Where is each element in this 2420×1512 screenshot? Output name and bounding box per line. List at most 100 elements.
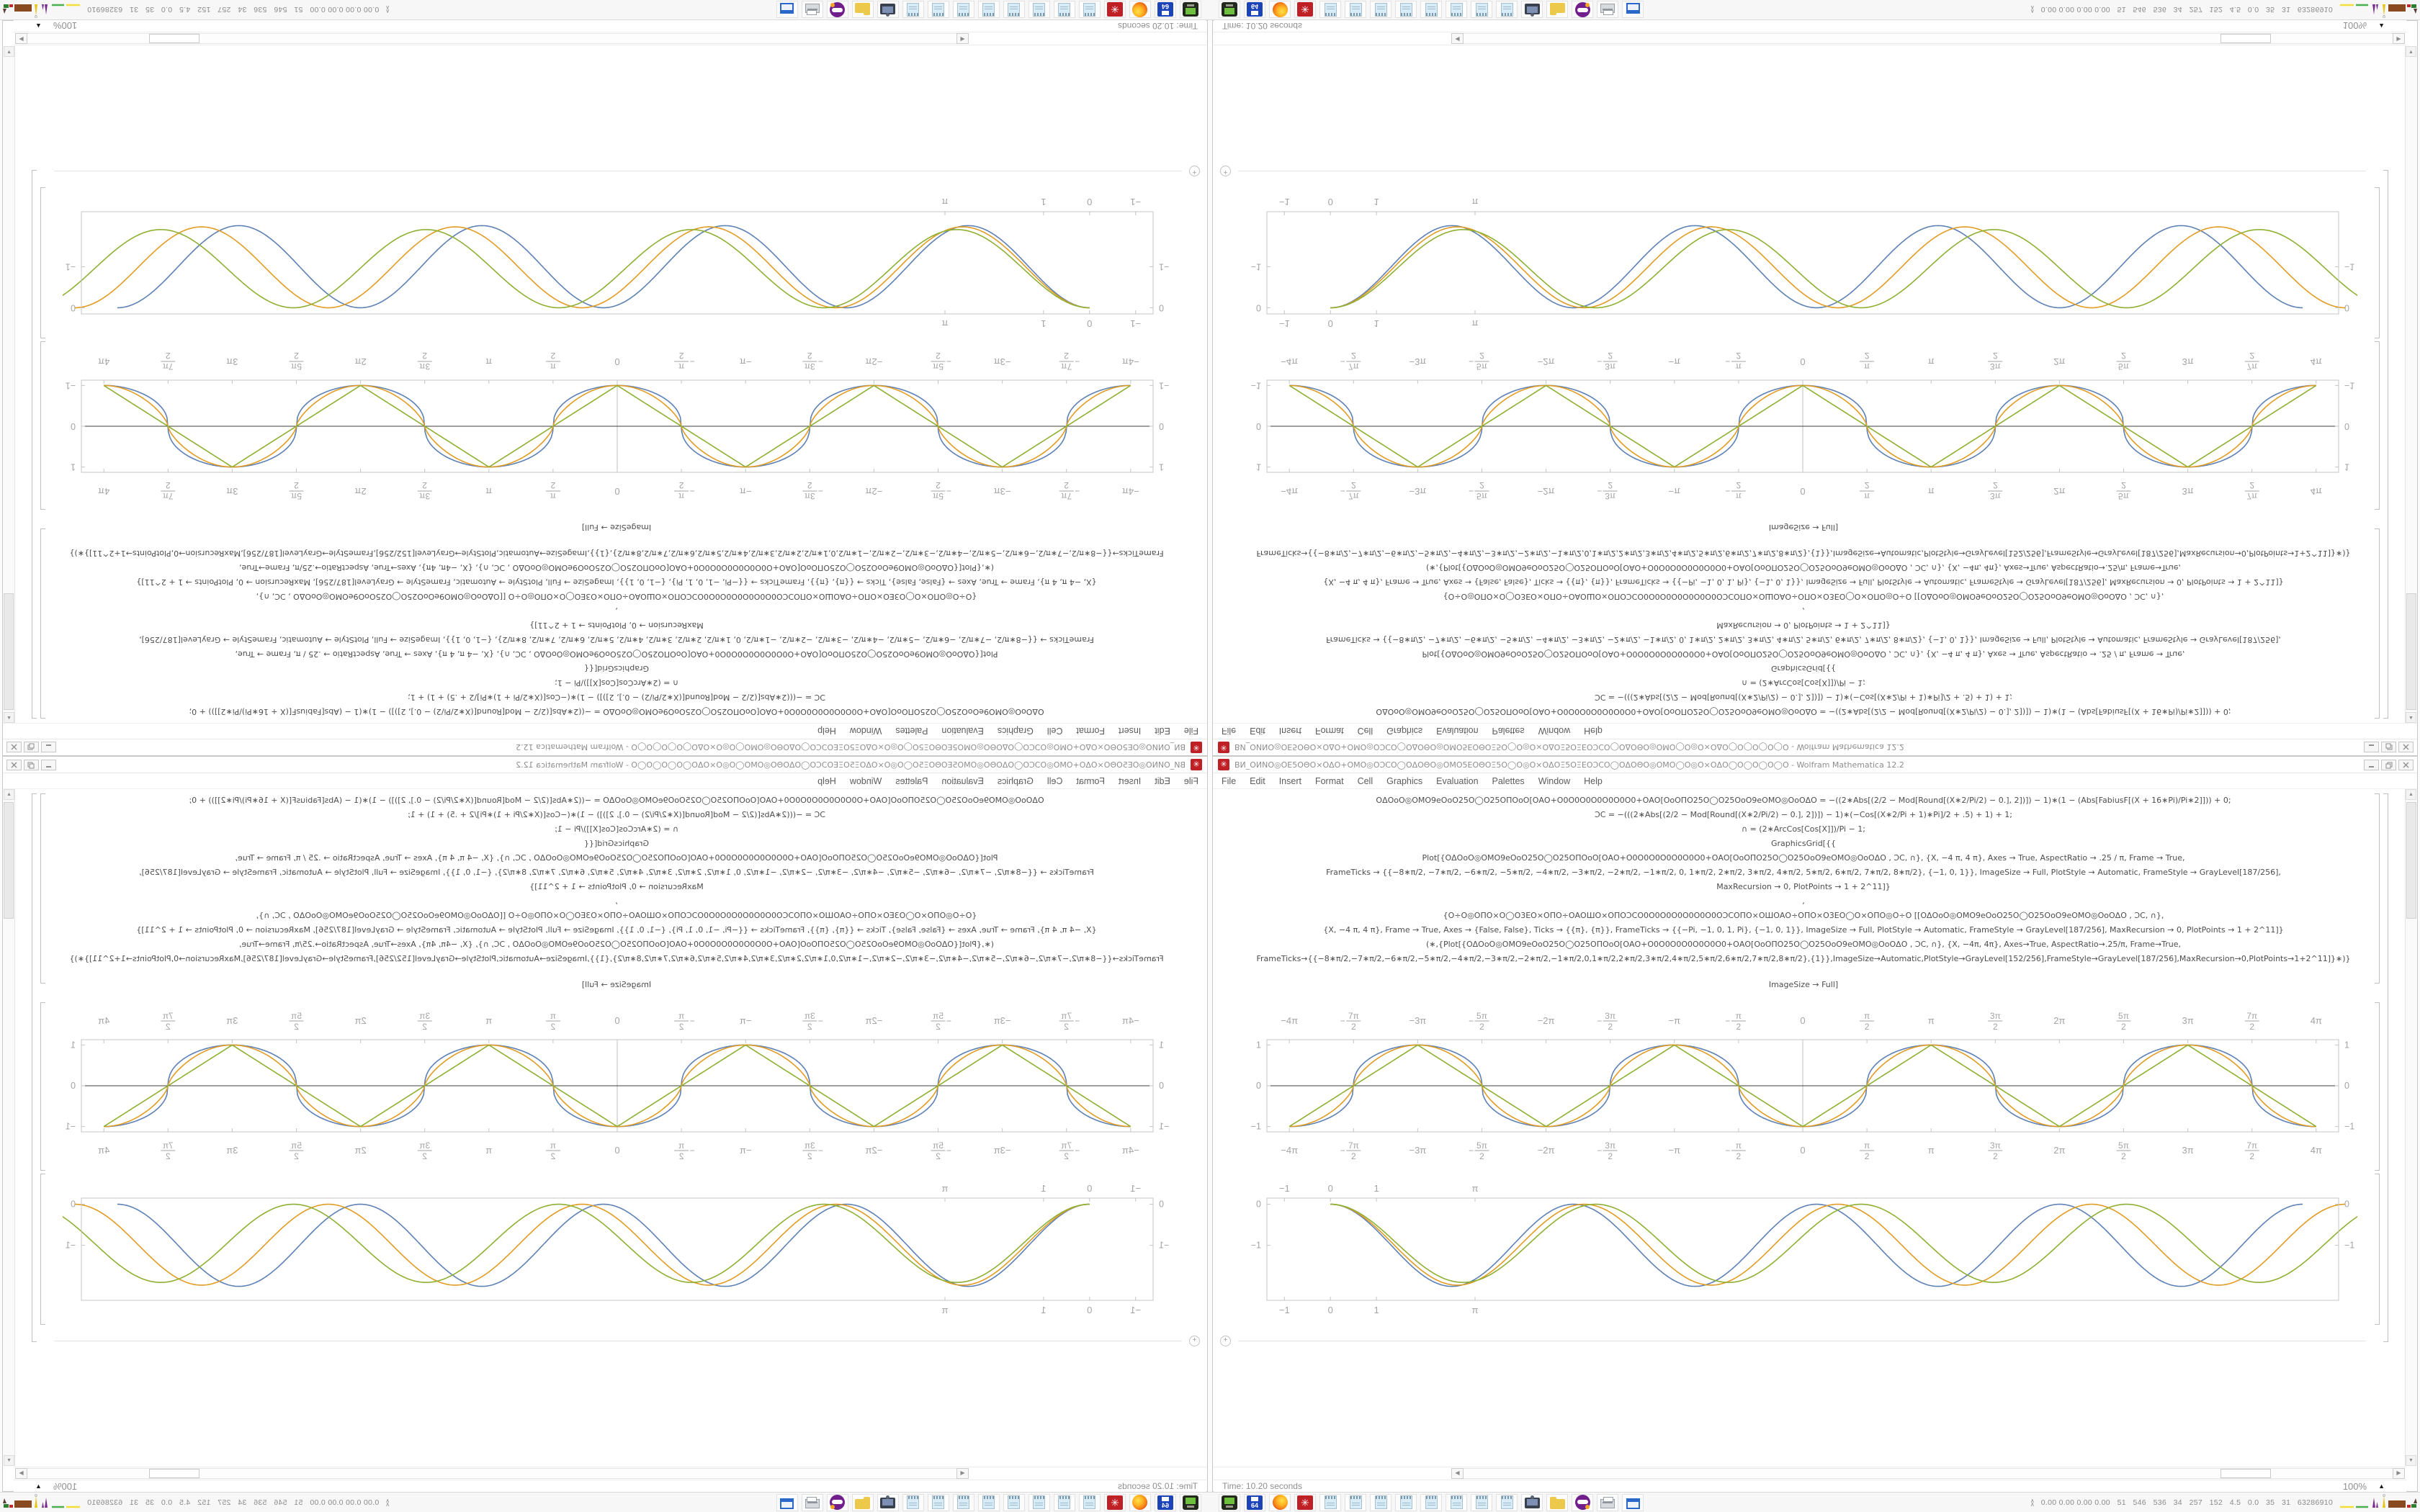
notepad-taskbar-button[interactable] [1319, 1, 1341, 19]
minimize-button[interactable] [2364, 759, 2379, 770]
printer-taskbar-button[interactable] [802, 1493, 823, 1511]
notepad-taskbar-button[interactable] [1003, 1, 1025, 19]
notepad-taskbar-button[interactable] [1028, 1, 1050, 19]
input-cell-code[interactable]: ΟΔΟοΟ◎ΟΜΟ9еΟοΟ25Ο◯Ο25ΟΠΟοΟ[ΟΑΟ+Ο0Ο0Ο0Ο0Ο… [27, 793, 1206, 992]
menu-evaluation[interactable]: Evaluation [1436, 726, 1479, 737]
cell-insert-plus-icon[interactable]: + [1189, 166, 1200, 176]
code-line[interactable]: (∗,{Plot[{ΟΔΟοΟ◎ΟΜΟ9еΟοΟ25Ο◯Ο25ΟΠΟοΟ[ΟΑΟ… [238, 940, 995, 949]
notepad-taskbar-button[interactable] [1446, 1493, 1467, 1511]
code-line[interactable]: Plot[{ΟΔΟοΟ◎ΟΜΟ9еΟοΟ25Ο◯Ο25ΟΠΟοΟ[ΟΑΟ+Ο0Ο… [235, 853, 998, 863]
computer-monitor-taskbar-button[interactable] [1521, 1, 1543, 19]
input-cell-code[interactable]: ΟΔΟοΟ◎ΟΜΟ9еΟοΟ25Ο◯Ο25ΟΠΟοΟ[ΟΑΟ+Ο0Ο0Ο0Ο0Ο… [1214, 793, 2393, 992]
app-window-taskbar-button[interactable] [776, 1, 798, 19]
cell-bracket-group[interactable] [32, 793, 37, 1342]
close-button[interactable] [6, 759, 22, 770]
code-line[interactable]: ΟΔΟοΟ◎ΟΜΟ9еΟοΟ25Ο◯Ο25ΟΠΟοΟ[ΟΑΟ+Ο0Ο0Ο0Ο0Ο… [1376, 796, 2231, 805]
cell-bracket-code[interactable] [40, 528, 45, 719]
menu-edit[interactable]: Edit [1250, 775, 1265, 786]
system-console-taskbar-button[interactable] [1180, 1, 1201, 19]
scroll-up-icon[interactable]: ▲ [4, 712, 14, 723]
code-line[interactable]: ΟΔΟοΟ◎ΟΜΟ9еΟοΟ25Ο◯Ο25ΟΠΟοΟ[ΟΑΟ+Ο0Ο0Ο0Ο0Ο… [189, 707, 1044, 716]
code-line[interactable]: , [1802, 896, 1805, 906]
code-line[interactable]: Plot[{ΟΔΟοΟ◎ΟΜΟ9еΟοΟ25Ο◯Ο25ΟΠΟοΟ[ΟΑΟ+Ο0Ο… [1422, 649, 2185, 659]
window-titlebar[interactable]: ✳ ΒИ_ΟИΝΟ◎ΟΕ5ΟΘΟ×ΟΔΟ+ΟΜΟ◎ΟƆСΟ◯ΟΔΟΘΟ◎ΟΜΟ5… [1213, 757, 2417, 773]
notepad-taskbar-button[interactable] [953, 1, 974, 19]
firefox-taskbar-button[interactable] [1269, 1493, 1291, 1511]
computer-monitor-taskbar-button[interactable] [1521, 1493, 1543, 1511]
menu-file[interactable]: File [1183, 775, 1198, 786]
scroll-up-icon[interactable]: ▲ [4, 789, 14, 800]
system-console-taskbar-button[interactable] [1219, 1, 1240, 19]
minimize-button[interactable] [2364, 742, 2379, 753]
mathematica-taskbar-button[interactable] [1104, 1, 1126, 19]
input-cell-code[interactable]: ΟΔΟοΟ◎ΟΜΟ9еΟοΟ25Ο◯Ο25ΟΠΟοΟ[ΟΑΟ+Ο0Ο0Ο0Ο0Ο… [27, 520, 1206, 719]
mathematica-taskbar-button[interactable] [1294, 1, 1316, 19]
notepad-taskbar-button[interactable] [1003, 1493, 1025, 1511]
code-line[interactable]: {X, −4 π, 4 π}, Frame → True, Axes → {Fa… [1323, 577, 2284, 587]
menu-insert[interactable]: Insert [1119, 775, 1142, 786]
menu-insert[interactable]: Insert [1278, 726, 1301, 737]
cell-bracket-plot-b[interactable] [2375, 187, 2380, 338]
code-line[interactable]: (∗,{Plot[{ΟΔΟοΟ◎ΟΜΟ9еΟοΟ25Ο◯Ο25ΟΠΟοΟ[ΟΑΟ… [1425, 563, 2182, 572]
code-line[interactable]: , [1802, 606, 1805, 616]
menu-window[interactable]: Window [849, 775, 882, 786]
cell-insert-plus-icon[interactable]: + [1220, 166, 1231, 176]
code-line[interactable]: ƆС = −(((2∗Abs[(2/2 − Mod[Round[(X∗2/Pi/… [1594, 693, 2013, 702]
magnification-control[interactable]: 100% ▲ [2343, 21, 2385, 32]
scroll-left-icon[interactable]: ◀ [1451, 33, 1464, 44]
code-line[interactable]: MaxRecursion → 0, PlotPoints → 1 + 2^11]… [1716, 882, 1891, 891]
code-line[interactable]: , [615, 896, 618, 906]
app-window-taskbar-button[interactable] [776, 1493, 798, 1511]
notepad-taskbar-button[interactable] [1471, 1, 1492, 19]
code-line[interactable]: {X, −4 π, 4 π}, Frame → True, Axes → {Fa… [136, 925, 1097, 935]
scroll-down-icon[interactable]: ▼ [2406, 1455, 2416, 1466]
menu-graphics[interactable]: Graphics [1386, 775, 1423, 786]
media-player-taskbar-button[interactable] [1572, 1, 1593, 19]
code-line[interactable]: ∩ = (2∗ArcCos[Cos[X]])/Pi − 1; [555, 824, 678, 834]
scroll-right-icon[interactable]: ▶ [15, 33, 27, 44]
cell-bracket-plot-b[interactable] [2375, 1174, 2380, 1325]
notepad-taskbar-button[interactable] [1345, 1, 1366, 19]
restore-button[interactable] [2381, 742, 2396, 753]
menu-graphics[interactable]: Graphics [997, 726, 1034, 737]
menu-cell[interactable]: Cell [1047, 775, 1063, 786]
code-line[interactable]: FrameTicks→{{−8∗π/2,−7∗π/2,−6∗π/2,−5∗π/2… [69, 954, 1164, 963]
notepad-taskbar-button[interactable] [1319, 1493, 1341, 1511]
close-button[interactable] [2398, 759, 2414, 770]
menu-evaluation[interactable]: Evaluation [941, 775, 984, 786]
window-titlebar[interactable]: ✳ ΒИ_ΟИΝΟ◎ΟΕ5ΟΘΟ×ΟΔΟ+ΟΜΟ◎ΟƆСΟ◯ΟΔΟΘΟ◎ΟΜΟ5… [3, 757, 1207, 773]
code-line[interactable]: , [615, 606, 618, 616]
vertical-scrollbar[interactable]: ▲ ▼ [4, 789, 15, 1466]
menu-window[interactable]: Window [849, 726, 882, 737]
vertical-scrollbar-thumb[interactable] [2406, 593, 2416, 710]
restore-button[interactable] [24, 759, 39, 770]
cell-bracket-code[interactable] [2375, 528, 2380, 719]
menu-cell[interactable]: Cell [1357, 726, 1373, 737]
menu-insert[interactable]: Insert [1119, 726, 1142, 737]
code-line[interactable]: FrameTicks→{{−8∗π/2,−7∗π/2,−6∗π/2,−5∗π/2… [1256, 954, 2351, 963]
horizontal-scrollbar-thumb[interactable] [2220, 34, 2271, 43]
notepad-taskbar-button[interactable] [928, 1493, 949, 1511]
firefox-taskbar-button[interactable] [1129, 1, 1151, 19]
scroll-right-icon[interactable]: ▶ [15, 1468, 27, 1479]
scroll-up-icon[interactable]: ▲ [2406, 712, 2416, 723]
vertical-scrollbar-thumb[interactable] [4, 593, 14, 710]
notepad-taskbar-button[interactable] [1370, 1493, 1392, 1511]
notepad-taskbar-button[interactable] [1420, 1, 1442, 19]
vertical-scrollbar[interactable]: ▲ ▼ [2405, 46, 2416, 723]
magnification-caret-icon[interactable]: ▲ [2378, 1482, 2385, 1490]
notepad-taskbar-button[interactable] [1079, 1493, 1101, 1511]
computer-monitor-taskbar-button[interactable] [877, 1, 899, 19]
tray-expander-icon[interactable]: ∧ ∧ [385, 4, 390, 15]
magnification-value[interactable]: 100% [53, 1480, 78, 1492]
code-line[interactable]: Plot[{ΟΔΟοΟ◎ΟΜΟ9еΟοΟ25Ο◯Ο25ΟΠΟοΟ[ΟΑΟ+Ο0Ο… [1422, 853, 2185, 863]
cell-insert-plus-icon[interactable]: + [1220, 1336, 1231, 1346]
horizontal-scrollbar-thumb[interactable] [2220, 1469, 2271, 1478]
notepad-taskbar-button[interactable] [1079, 1, 1101, 19]
code-line-imagesize[interactable]: ImageSize → Full] [1768, 980, 1839, 989]
code-line[interactable]: MaxRecursion → 0, PlotPoints → 1 + 2^11]… [529, 882, 704, 891]
menu-format[interactable]: Format [1076, 775, 1106, 786]
media-player-taskbar-button[interactable] [827, 1493, 848, 1511]
printer-taskbar-button[interactable] [802, 1, 823, 19]
code-line[interactable]: ∩ = (2∗ArcCos[Cos[X]])/Pi − 1; [1742, 678, 1865, 688]
